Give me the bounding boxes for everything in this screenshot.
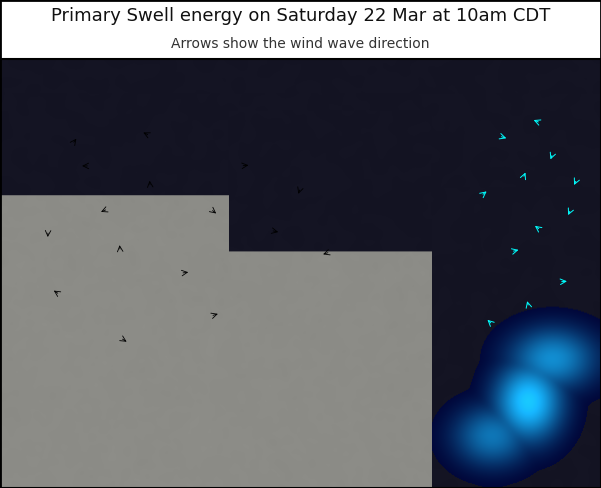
Text: Primary Swell energy on Saturday 22 Mar at 10am CDT: Primary Swell energy on Saturday 22 Mar … <box>51 7 550 25</box>
Text: Arrows show the wind wave direction: Arrows show the wind wave direction <box>171 37 430 51</box>
